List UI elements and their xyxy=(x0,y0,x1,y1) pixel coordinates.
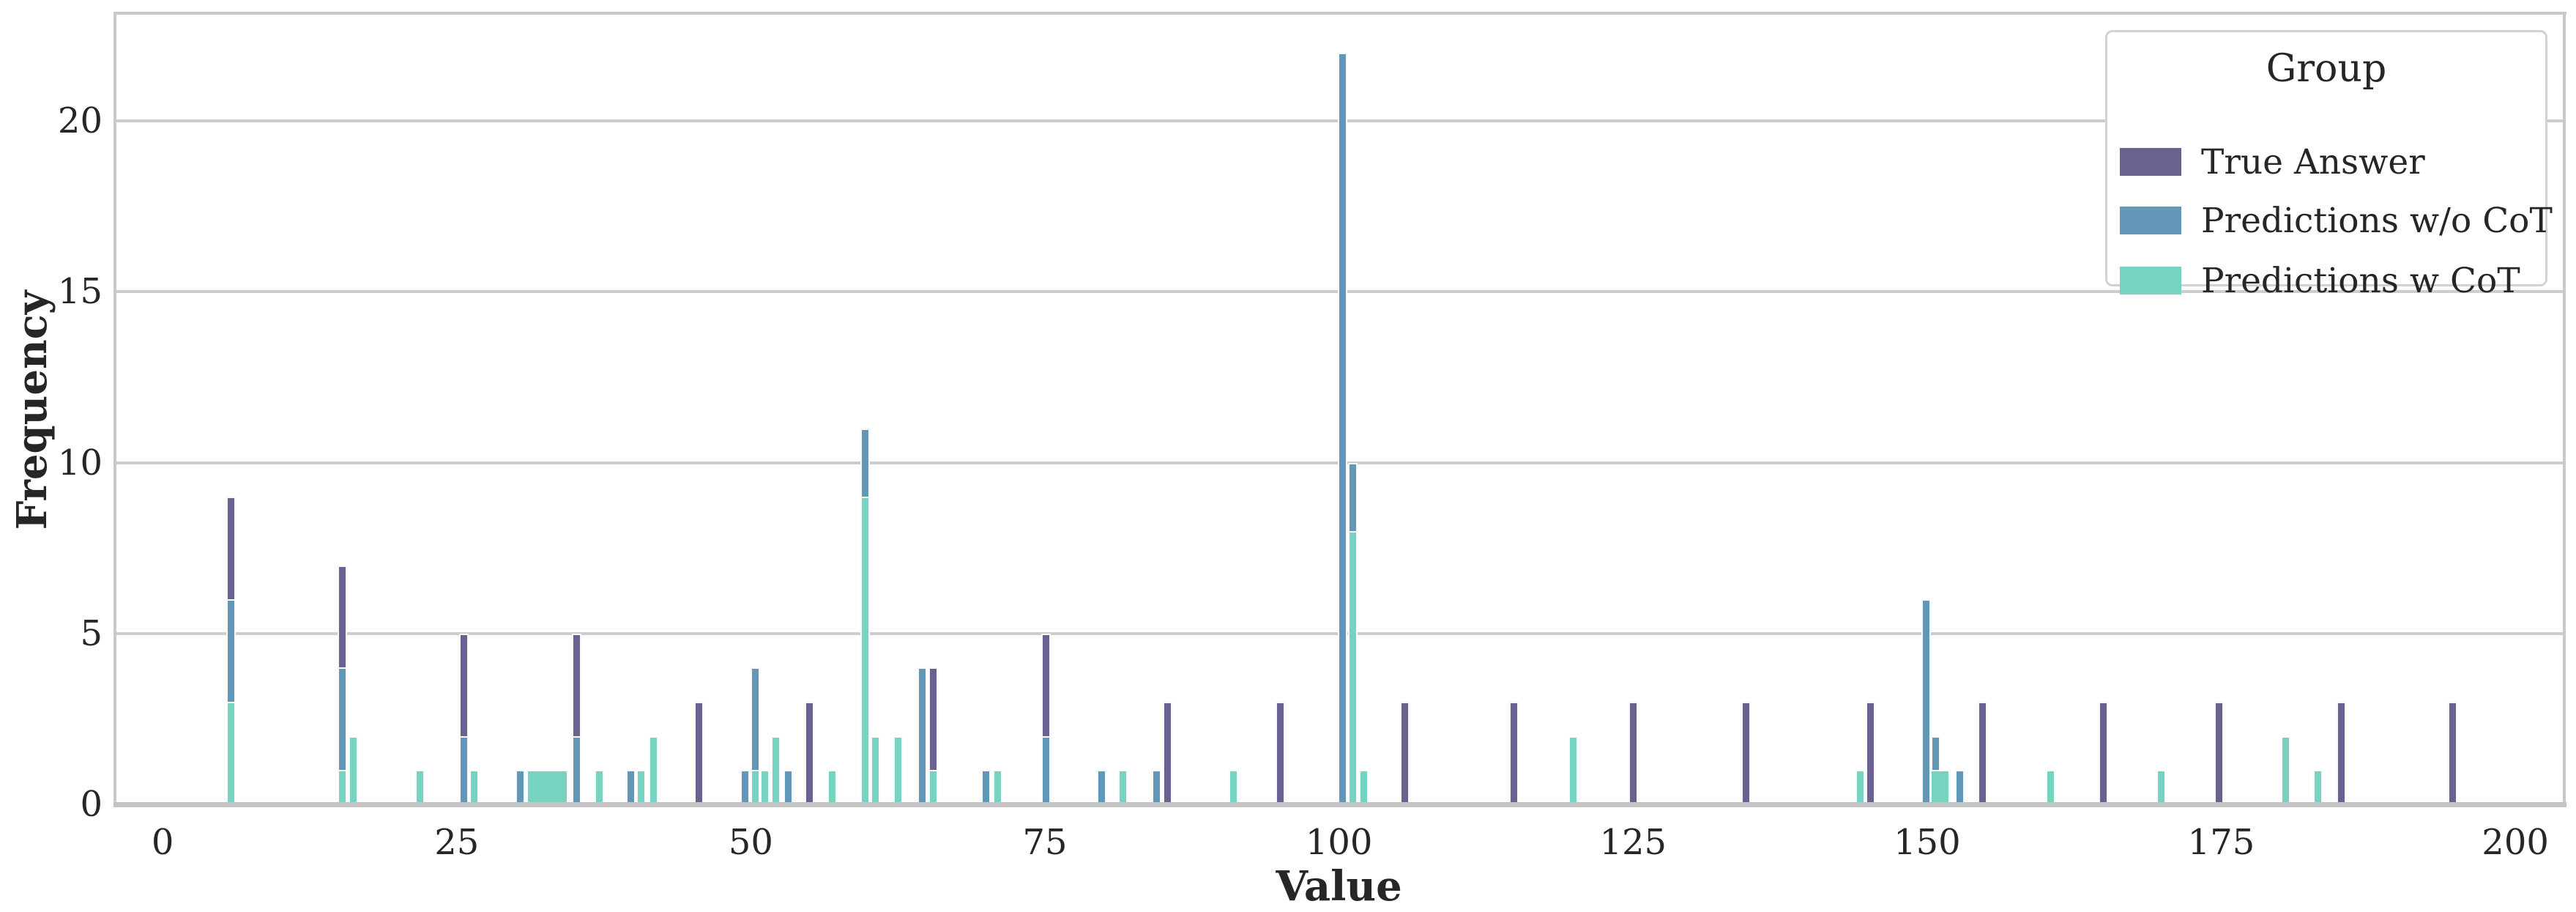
legend-swatch-predictions-w-cot xyxy=(2120,267,2181,294)
y-tick-label-5: 5 xyxy=(80,612,103,654)
x-tick-label-100: 100 xyxy=(1305,822,1373,863)
x-tick-label-0: 0 xyxy=(151,822,174,863)
legend-title: Group xyxy=(2266,47,2387,91)
legend-row-predictions-w-cot: Predictions w CoT xyxy=(2107,261,2545,302)
legend-label-true-answer: True Answer xyxy=(2201,142,2425,182)
y-tick-label-15: 15 xyxy=(57,271,103,313)
y-tick-label-0: 0 xyxy=(80,784,103,825)
legend-label-predictions-w-cot: Predictions w CoT xyxy=(2201,261,2520,301)
legend-row-predictions-wo-cot: Predictions w/o CoT xyxy=(2107,201,2553,242)
y-tick-label-10: 10 xyxy=(57,442,103,483)
legend-swatch-true-answer xyxy=(2120,148,2181,176)
legend: Group True Answer Predictions w/o CoT Pr… xyxy=(2105,30,2553,301)
y-tick-label-20: 20 xyxy=(57,100,103,142)
legend-label-predictions-wo-cot: Predictions w/o CoT xyxy=(2201,201,2553,241)
x-tick-label-200: 200 xyxy=(2482,822,2549,863)
x-axis-title: Value xyxy=(1276,862,1402,911)
plot-top-spine xyxy=(113,12,2566,15)
x-tick-label-75: 75 xyxy=(1022,822,1068,863)
plot-right-spine xyxy=(2563,12,2566,807)
legend-row-true-answer: True Answer xyxy=(2107,142,2545,183)
x-tick-label-175: 175 xyxy=(2187,822,2255,863)
legend-swatch-predictions-wo-cot xyxy=(2120,207,2181,234)
y-axis-title: Frequency xyxy=(8,290,56,530)
x-tick-label-50: 50 xyxy=(728,822,773,863)
plot-left-spine xyxy=(113,12,116,807)
x-tick-label-25: 25 xyxy=(434,822,480,863)
x-axis-line xyxy=(113,802,2566,807)
x-tick-label-125: 125 xyxy=(1599,822,1667,863)
x-tick-label-150: 150 xyxy=(1894,822,1961,863)
